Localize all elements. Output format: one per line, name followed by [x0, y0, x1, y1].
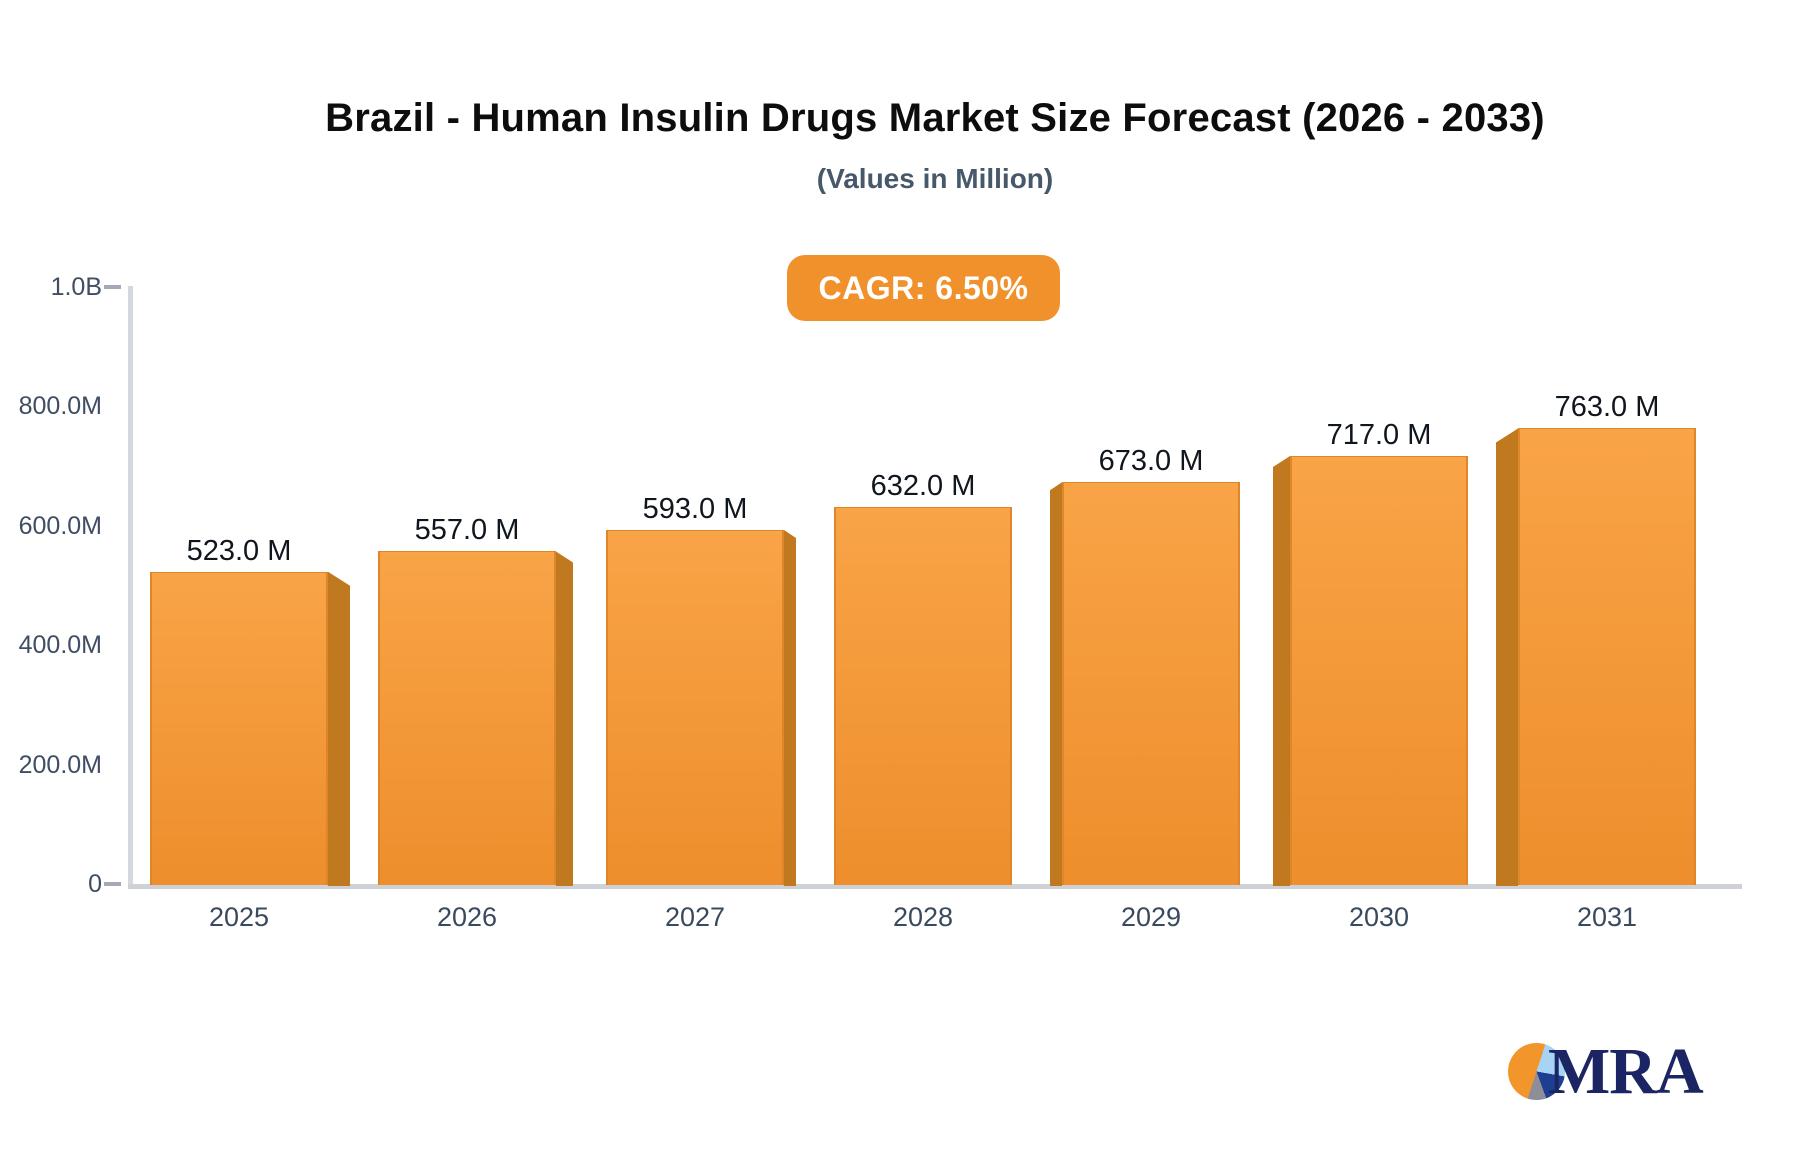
bar-value-label: 673.0 M	[1098, 445, 1204, 478]
y-axis-label: 400.0M	[18, 631, 102, 660]
brand-logo: MRA	[1508, 1032, 1738, 1112]
y-axis-label: 200.0M	[18, 750, 102, 779]
x-axis-label-2028: 2028	[892, 902, 954, 932]
bar-3d-side	[328, 571, 350, 886]
bar-3d-side	[1496, 428, 1518, 886]
bar-2027	[606, 529, 784, 885]
y-axis-tick	[104, 882, 121, 886]
x-axis-label-2029: 2029	[1120, 902, 1182, 932]
bar-2028	[834, 506, 1012, 885]
y-axis-line	[128, 286, 133, 888]
bar-2029	[1062, 482, 1240, 885]
y-axis-tick	[104, 285, 121, 289]
chart-title: Brazil - Human Insulin Drugs Market Size…	[325, 96, 1545, 140]
bar-2025	[150, 571, 328, 885]
y-axis-label: 800.0M	[18, 392, 102, 421]
x-axis-label-2031: 2031	[1576, 902, 1638, 932]
logo-pie-chart-icon	[1508, 1043, 1565, 1100]
bar-3d-side	[1273, 455, 1290, 886]
bar-3d-side	[1050, 482, 1062, 886]
x-axis-line	[128, 884, 1742, 889]
logo-text: MRA	[1548, 1035, 1704, 1108]
x-axis-label-2025: 2025	[208, 902, 270, 932]
bar-value-label: 557.0 M	[414, 514, 520, 547]
bar-value-label: 717.0 M	[1326, 418, 1432, 451]
bar-value-label: 632.0 M	[870, 469, 976, 502]
chart-header: Brazil - Human Insulin Drugs Market Size…	[70, 96, 1800, 195]
x-axis-label-2027: 2027	[664, 902, 726, 932]
chart-subtitle: (Values in Million)	[816, 163, 1054, 194]
bar-2030	[1290, 455, 1468, 885]
bar-value-label: 523.0 M	[186, 534, 292, 567]
y-axis-label: 600.0M	[18, 511, 102, 540]
y-axis-label: 0	[88, 870, 102, 898]
bar-2026	[378, 551, 556, 885]
y-axis-label: 1.0B	[50, 273, 102, 301]
bar-3d-side	[784, 529, 796, 886]
bar-value-label: 763.0 M	[1554, 391, 1660, 424]
bar-2031	[1518, 428, 1696, 885]
x-axis-label-2026: 2026	[436, 902, 498, 932]
cagr-badge: CAGR: 6.50%	[787, 255, 1060, 321]
x-axis-label-2030: 2030	[1348, 902, 1410, 932]
bar-value-label: 593.0 M	[642, 492, 748, 525]
bar-3d-side	[556, 551, 573, 886]
